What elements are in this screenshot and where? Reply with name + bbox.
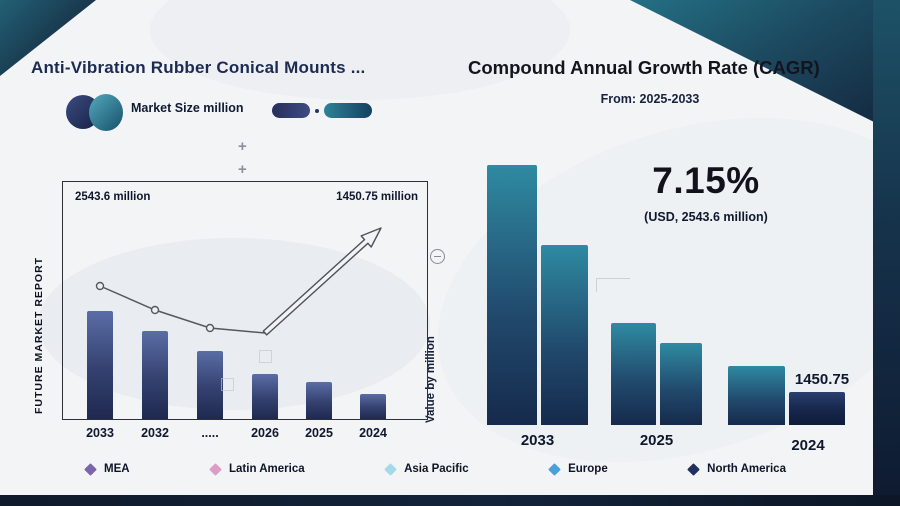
rbar-2025-a [611,323,656,425]
trend-line-arrow [95,227,382,336]
region-legend: MEA Latin America Asia Pacific Europe No… [84,462,786,476]
bar-2026 [252,374,278,419]
legend-label: MEA [104,463,130,475]
rbar-2025-b [660,343,702,425]
legend-label: Europe [568,463,608,475]
bar-2033 [87,311,113,419]
group-label: 2025 [639,432,674,449]
legend-pill-navy [272,103,310,118]
x-label: 2024 [359,426,387,440]
diamond-icon [209,462,222,476]
plus-doodle: + [238,138,247,155]
legend-label: Latin America [229,463,305,475]
ghost-square-doodle [221,378,234,391]
bar-2032 [142,331,168,419]
legend-item-latin-america: Latin America [209,462,305,476]
legend-item-mea: MEA [84,462,130,476]
start-value-annotation: 2543.6 million [75,191,151,203]
group-label: 2033 [520,432,555,449]
diamond-icon [548,462,561,476]
rbar-2033-b [541,245,588,425]
minus-circle-icon [430,249,445,264]
right-edge-band [873,0,900,506]
legend-pill [272,103,372,118]
future-market-report-caption: FUTURE MARKET REPORT [33,256,45,414]
legend-item-north-america: North America [687,462,786,476]
bar-mid [197,351,223,419]
ghost-square-doodle [259,350,272,363]
legend-label: Asia Pacific [404,463,469,475]
value-annotation-2024: 1450.75 [794,371,850,388]
market-size-legend-label: Market Size million [131,101,244,115]
bottom-edge-band [0,495,900,506]
diamond-icon [384,462,397,476]
bar-2024 [360,394,386,419]
left-chart-title: Anti-Vibration Rubber Conical Mounts ... [31,58,366,77]
legend-item-asia-pacific: Asia Pacific [384,462,469,476]
group-label: 2024 [791,437,825,454]
rbar-2024-a [728,366,785,425]
step-doodle [596,278,630,292]
rbar-2024-b [789,392,845,425]
market-size-disc-icon [66,94,124,131]
legend-label: North America [707,463,786,475]
legend-pill-dot [315,108,319,113]
right-chart-title: Compound Annual Growth Rate (CAGR) [468,57,820,78]
plus-doodle: + [238,161,247,178]
left-bar-chart: 2543.6 million 1450.75 million [62,181,428,420]
diamond-icon [84,462,97,476]
background-blob [150,0,570,100]
rbar-2033-a [487,165,537,425]
x-label: 2032 [141,426,169,440]
right-chart-subtitle: From: 2025-2033 [600,92,700,106]
end-value-annotation: 1450.75 million [336,191,418,203]
cagr-value: 7.15% [652,160,760,201]
cagr-block: 7.15% (USD, 2543.6 million) [612,160,800,224]
x-label: 2033 [86,426,114,440]
legend-item-europe: Europe [548,462,608,476]
x-label: 2026 [251,426,279,440]
diamond-icon [687,462,701,476]
bar-2025 [306,382,332,419]
cagr-note: (USD, 2543.6 million) [644,210,768,224]
x-label: 2025 [305,426,333,440]
legend-pill-teal [324,103,372,118]
x-label: ..... [201,426,219,440]
disc-teal-half [89,94,123,131]
